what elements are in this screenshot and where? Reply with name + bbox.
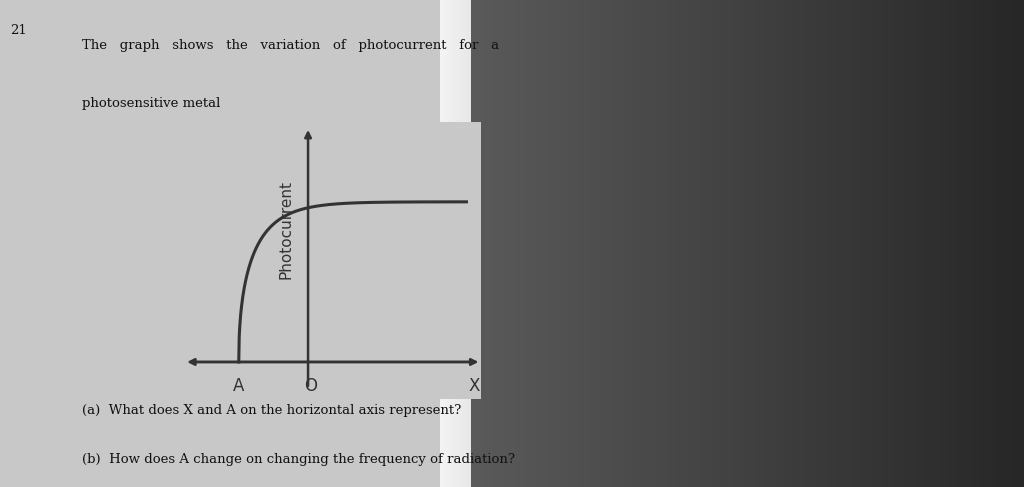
Text: A: A [233, 377, 245, 395]
Text: Photocurrent: Photocurrent [279, 180, 293, 280]
Text: photosensitive metal: photosensitive metal [82, 97, 220, 111]
Bar [0, 0, 440, 487]
Text: X: X [468, 377, 479, 395]
Text: The   graph   shows   the   variation   of   photocurrent   for   a: The graph shows the variation of photocu… [82, 39, 499, 52]
Text: (b)  How does A change on changing the frequency of radiation?: (b) How does A change on changing the fr… [82, 453, 515, 466]
Bar [471, 0, 1024, 487]
Text: (a)  What does X and A on the horizontal axis represent?: (a) What does X and A on the horizontal … [82, 404, 461, 417]
Text: 21: 21 [10, 24, 27, 37]
Text: O: O [304, 377, 317, 395]
